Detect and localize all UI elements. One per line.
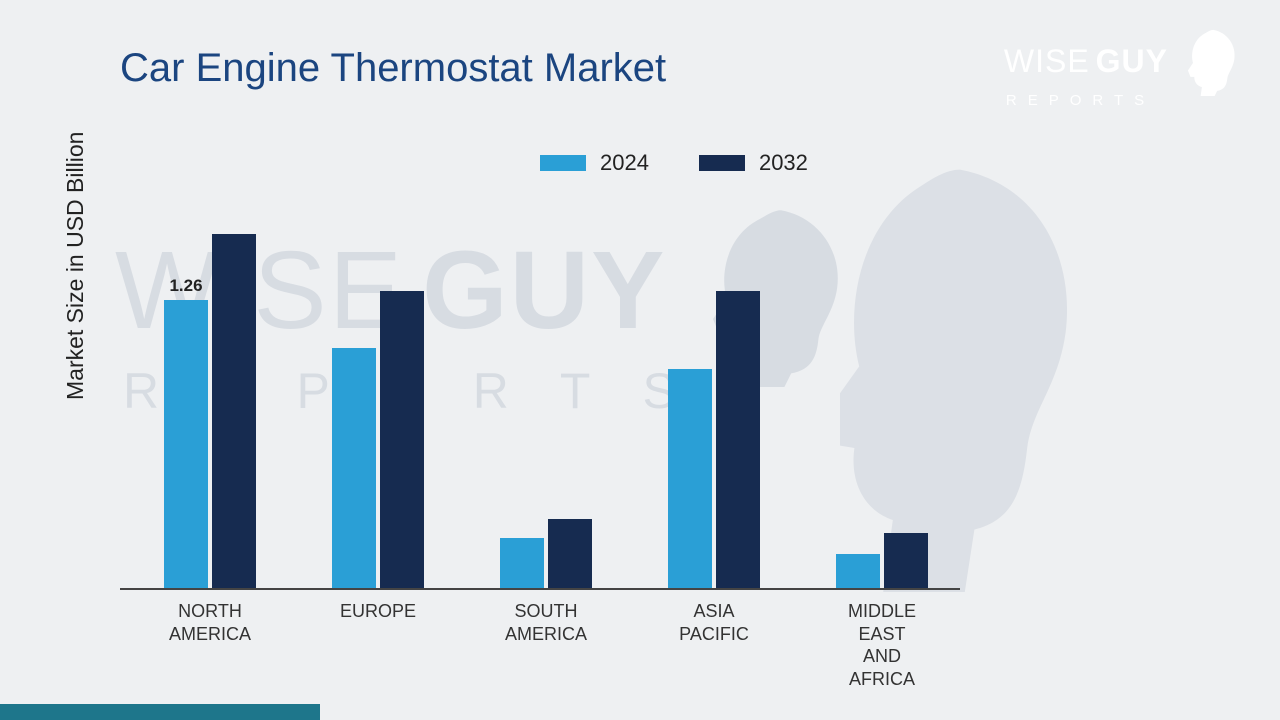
bottom-accent-strip bbox=[0, 704, 320, 720]
logo-guy: GUY bbox=[1096, 43, 1168, 80]
chart-area: Market Size in USD Billion 2024 2032 1.2… bbox=[50, 150, 970, 710]
bar-2032 bbox=[548, 519, 592, 588]
legend-swatch-2024 bbox=[540, 155, 586, 171]
y-axis-label: Market Size in USD Billion bbox=[62, 132, 89, 400]
legend-item-2032: 2032 bbox=[699, 150, 808, 176]
category-label: NORTHAMERICA bbox=[140, 600, 280, 645]
bar-2024 bbox=[332, 348, 376, 588]
brand-logo: WISE GUY REPORTS bbox=[1004, 26, 1240, 109]
category-label: MIDDLEEASTANDAFRICA bbox=[812, 600, 952, 690]
bar-2032 bbox=[884, 533, 928, 588]
chart-canvas: WISE GUY REPORTS WISE GUY REPORTS Car En… bbox=[0, 0, 1280, 720]
chart-title: Car Engine Thermostat Market bbox=[120, 46, 666, 91]
bar-2024 bbox=[668, 369, 712, 588]
x-axis-line bbox=[120, 588, 960, 590]
bar-2032 bbox=[212, 234, 256, 588]
legend-label-2032: 2032 bbox=[759, 150, 808, 176]
category-label: ASIAPACIFIC bbox=[644, 600, 784, 645]
category-label: SOUTHAMERICA bbox=[476, 600, 616, 645]
bar-2032 bbox=[380, 291, 424, 588]
bar-2024 bbox=[164, 300, 208, 588]
category-label: EUROPE bbox=[308, 600, 448, 623]
legend: 2024 2032 bbox=[540, 150, 808, 176]
bar-2032 bbox=[716, 291, 760, 588]
bar-2024 bbox=[836, 554, 880, 588]
logo-wise: WISE bbox=[1004, 43, 1090, 80]
legend-label-2024: 2024 bbox=[600, 150, 649, 176]
logo-head-icon bbox=[1174, 26, 1240, 96]
plot-area: 1.26NORTHAMERICAEUROPESOUTHAMERICAASIAPA… bbox=[120, 190, 960, 590]
legend-swatch-2032 bbox=[699, 155, 745, 171]
bar-value-label: 1.26 bbox=[164, 276, 208, 296]
bar-2024 bbox=[500, 538, 544, 588]
legend-item-2024: 2024 bbox=[540, 150, 649, 176]
